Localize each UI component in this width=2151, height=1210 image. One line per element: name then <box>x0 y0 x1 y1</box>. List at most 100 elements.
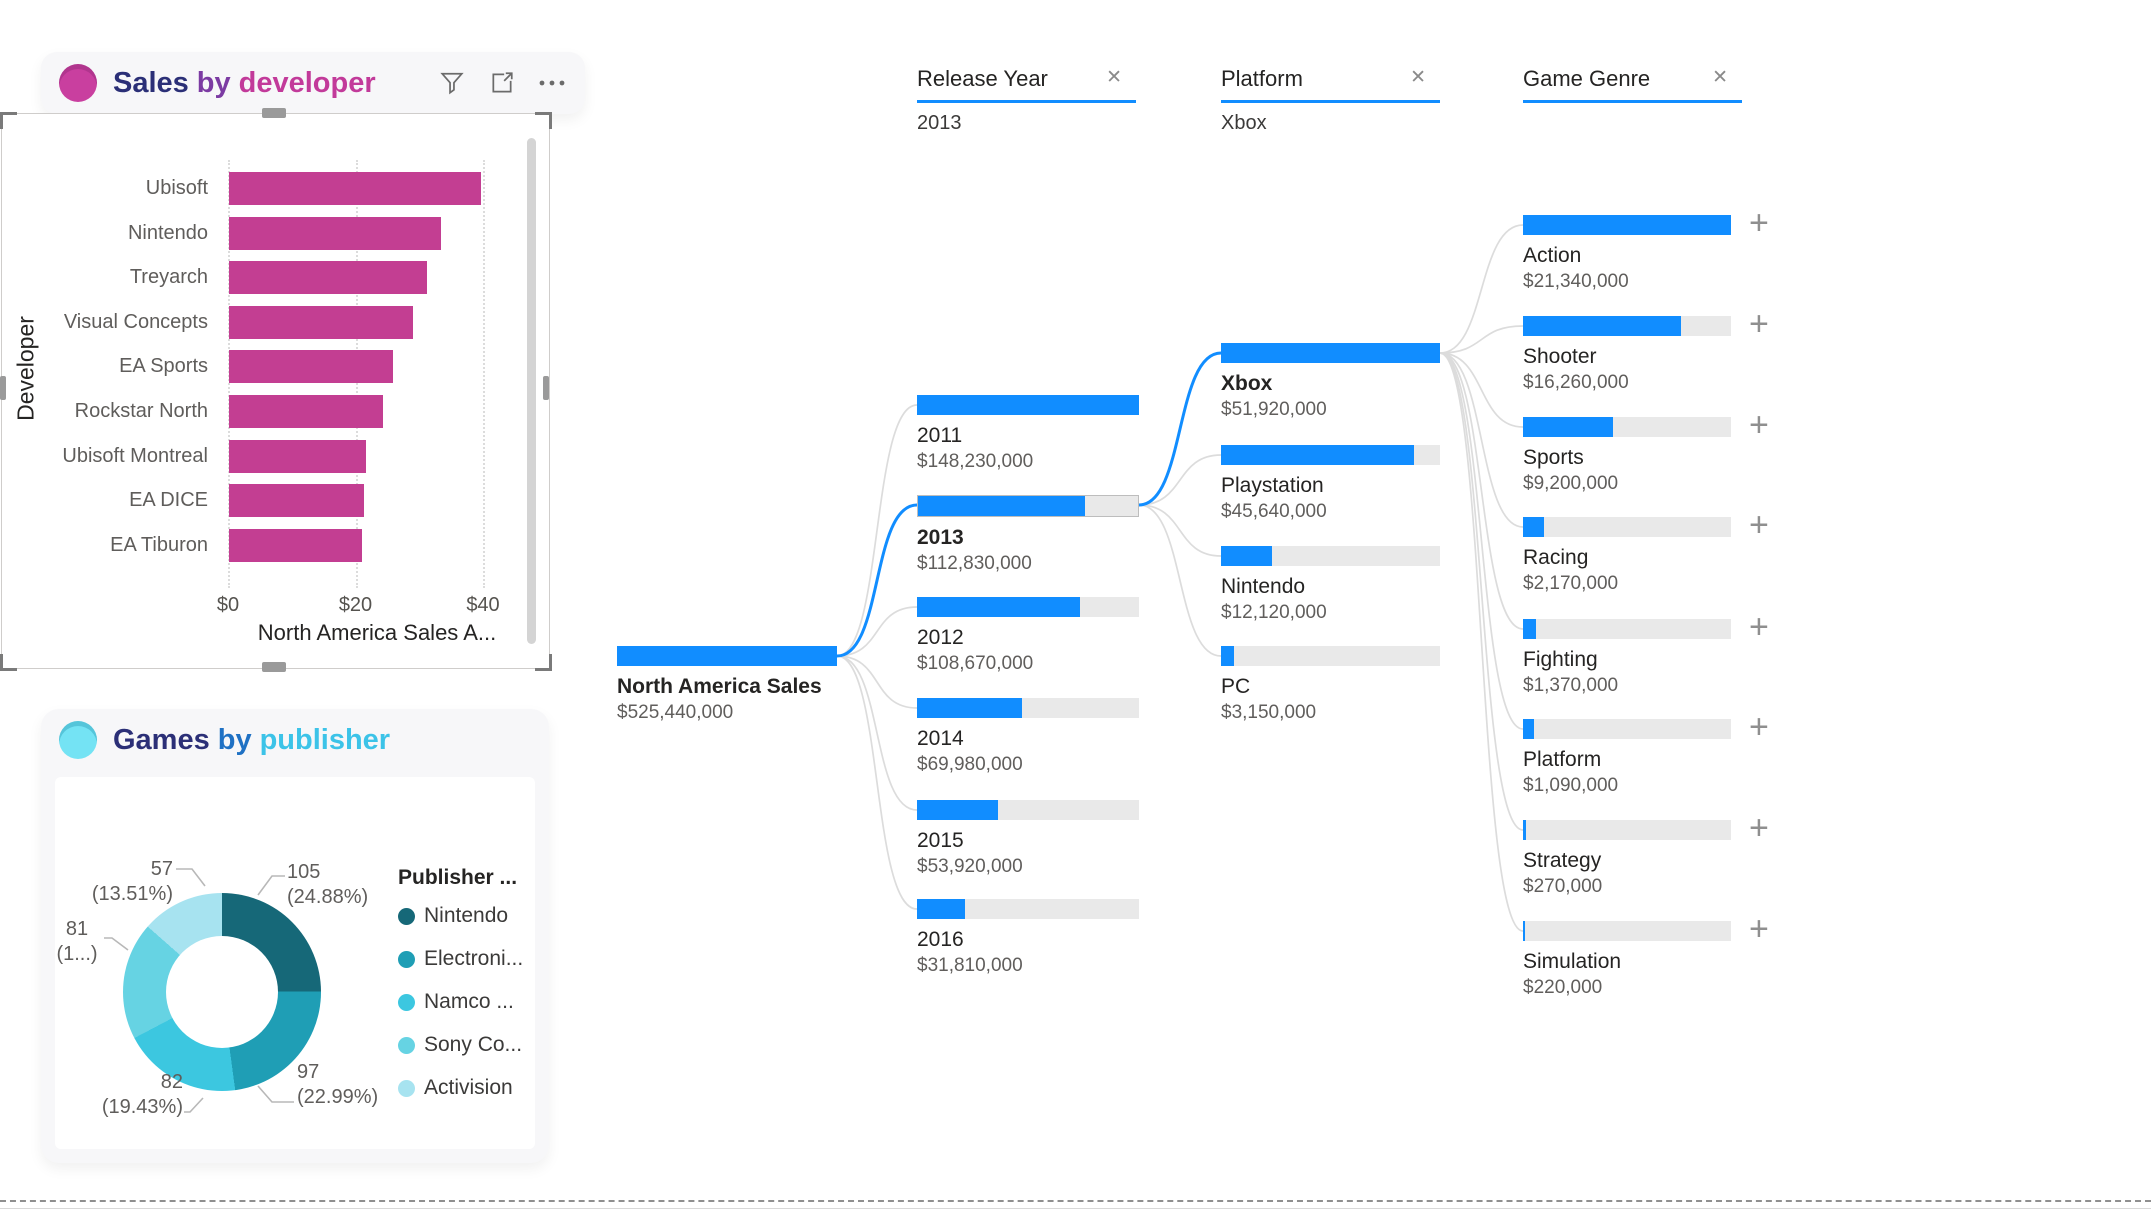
tree-node-value: $21,340,000 <box>1523 271 1629 292</box>
bar[interactable] <box>229 439 367 473</box>
tree-node-value: $108,670,000 <box>917 653 1034 674</box>
legend-item[interactable]: Nintendo <box>398 904 523 928</box>
tree-node-sports[interactable]: Sports $9,200,000 + <box>1523 407 1769 497</box>
selection-handle-bottom[interactable] <box>262 662 286 672</box>
tree-node-bar[interactable] <box>917 395 1139 415</box>
tree-node-racing[interactable]: Racing $2,170,000 + <box>1523 507 1769 597</box>
legend-label: Activision <box>424 1076 513 1099</box>
selection-handle-top[interactable] <box>262 108 286 118</box>
tree-node-y2013[interactable]: 2013 $112,830,000 <box>917 495 1139 577</box>
bar-chart-visual[interactable]: Ubisoft Nintendo Treyarch Visual Concepts EA… <box>1 113 550 669</box>
tree-node-bar[interactable] <box>1523 316 1731 336</box>
tree-node-bar[interactable] <box>1523 820 1731 840</box>
focus-mode-icon[interactable] <box>487 68 517 98</box>
legend-color-dot <box>398 1079 415 1097</box>
selection-corner-icon[interactable] <box>535 654 552 671</box>
expand-plus-icon[interactable]: + <box>1749 809 1769 847</box>
donut-callout-label: 105 (24.88%) <box>287 861 369 908</box>
bar[interactable] <box>229 172 482 205</box>
bar[interactable] <box>229 350 394 384</box>
expand-plus-icon[interactable]: + <box>1749 708 1769 746</box>
tree-node-value: $16,260,000 <box>1523 372 1629 393</box>
filter-chip-release-year[interactable]: Release Year ✕ 2013 <box>917 66 1136 140</box>
close-icon[interactable]: ✕ <box>1712 67 1728 88</box>
legend-label: Electroni... <box>424 947 524 970</box>
tree-node-shooter[interactable]: Shooter $16,260,000 + <box>1523 306 1769 396</box>
selection-handle-right[interactable] <box>543 376 549 400</box>
donut-callout-label: 82 (19.43%) <box>101 1071 183 1118</box>
tree-node-bar[interactable] <box>1523 921 1731 941</box>
filter-underline <box>917 100 1136 103</box>
tree-node-label: Strategy <box>1523 849 1602 872</box>
legend-item[interactable]: Namco ... <box>398 990 523 1014</box>
filter-icon[interactable] <box>437 68 467 98</box>
bar[interactable] <box>229 528 363 562</box>
tree-node-bar[interactable] <box>1523 719 1731 739</box>
tree-node-xbox[interactable]: Xbox $51,920,000 <box>1221 343 1440 423</box>
selection-corner-icon[interactable] <box>0 112 17 129</box>
bar[interactable] <box>229 395 383 428</box>
filter-chip-game-genre[interactable]: Game Genre ✕ <box>1523 66 1742 140</box>
tree-node-bar[interactable] <box>917 698 1139 718</box>
tree-node-bar[interactable] <box>1523 619 1731 639</box>
selection-corner-icon[interactable] <box>535 112 552 129</box>
expand-plus-icon[interactable]: + <box>1749 406 1769 444</box>
close-icon[interactable]: ✕ <box>1106 67 1122 88</box>
more-options-icon[interactable] <box>537 68 567 98</box>
tree-node-platform-g[interactable]: Platform $1,090,000 + <box>1523 709 1769 799</box>
chart-scrollbar[interactable] <box>527 138 536 644</box>
tree-node-bar[interactable] <box>1221 445 1440 465</box>
tree-node-root[interactable]: North America Sales $525,440,000 <box>617 646 837 726</box>
tree-node-bar[interactable] <box>917 800 1139 820</box>
legend-color-dot <box>398 1036 415 1054</box>
legend-label: Sony Co... <box>424 1033 523 1056</box>
tree-node-y2011[interactable]: 2011 $148,230,000 <box>917 395 1139 475</box>
expand-plus-icon[interactable]: + <box>1749 506 1769 544</box>
selection-corner-icon[interactable] <box>0 654 17 671</box>
category-label: Ubisoft <box>145 177 208 199</box>
card-sales-by-developer-header[interactable]: Sales by developer <box>41 52 585 114</box>
tree-node-strategy[interactable]: Strategy $270,000 + <box>1523 810 1769 900</box>
tree-node-label: PC <box>1221 675 1251 698</box>
sales-card-title: Sales by developer <box>113 67 384 100</box>
bar[interactable] <box>229 261 428 295</box>
tree-node-bar[interactable] <box>1523 517 1731 537</box>
tree-node-bar-fill <box>1221 343 1440 363</box>
tree-node-action[interactable]: Action $21,340,000 + <box>1523 205 1769 295</box>
tree-node-y2016[interactable]: 2016 $31,810,000 <box>917 899 1139 979</box>
close-icon[interactable]: ✕ <box>1410 67 1426 88</box>
tree-node-bar[interactable] <box>617 646 837 666</box>
tree-node-bar[interactable] <box>917 597 1139 617</box>
tree-node-y2012[interactable]: 2012 $108,670,000 <box>917 597 1139 677</box>
tree-node-simulation[interactable]: Simulation $220,000 + <box>1523 911 1769 1001</box>
tree-node-bar[interactable] <box>1221 646 1440 666</box>
tree-node-y2014[interactable]: 2014 $69,980,000 <box>917 698 1139 778</box>
tree-node-fighting[interactable]: Fighting $1,370,000 + <box>1523 609 1769 699</box>
bar[interactable] <box>229 216 441 250</box>
tree-node-bar[interactable] <box>1523 417 1731 437</box>
legend-item[interactable]: Sony Co... <box>398 1033 523 1057</box>
expand-plus-icon[interactable]: + <box>1749 910 1769 948</box>
expand-plus-icon[interactable]: + <box>1749 204 1769 242</box>
tree-node-bar[interactable] <box>1523 215 1731 235</box>
tree-node-pc[interactable]: PC $3,150,000 <box>1221 646 1440 726</box>
tree-node-bar[interactable] <box>1221 546 1440 566</box>
bar[interactable] <box>229 305 413 339</box>
tree-node-label: 2015 <box>917 829 964 852</box>
expand-plus-icon[interactable]: + <box>1749 608 1769 646</box>
tree-node-y2015[interactable]: 2015 $53,920,000 <box>917 800 1139 880</box>
bar[interactable] <box>229 484 365 518</box>
page-boundary-dashed-line <box>0 1200 2151 1202</box>
card-games-by-publisher-header[interactable]: Games by publisher <box>41 709 585 771</box>
tree-node-bar[interactable] <box>917 495 1139 517</box>
tree-node-bar[interactable] <box>1221 343 1440 363</box>
tree-node-bar[interactable] <box>917 899 1139 919</box>
expand-plus-icon[interactable]: + <box>1749 305 1769 343</box>
donut-legend: Publisher ... Nintendo Electroni... Namco … <box>398 866 523 1119</box>
tree-node-nintendo-p[interactable]: Nintendo $12,120,000 <box>1221 546 1440 626</box>
filter-chip-platform[interactable]: Platform ✕ Xbox <box>1221 66 1440 140</box>
legend-item[interactable]: Electroni... <box>398 947 523 971</box>
tree-node-playstation[interactable]: Playstation $45,640,000 <box>1221 445 1440 525</box>
selection-handle-left[interactable] <box>0 376 6 400</box>
legend-item[interactable]: Activision <box>398 1076 523 1100</box>
